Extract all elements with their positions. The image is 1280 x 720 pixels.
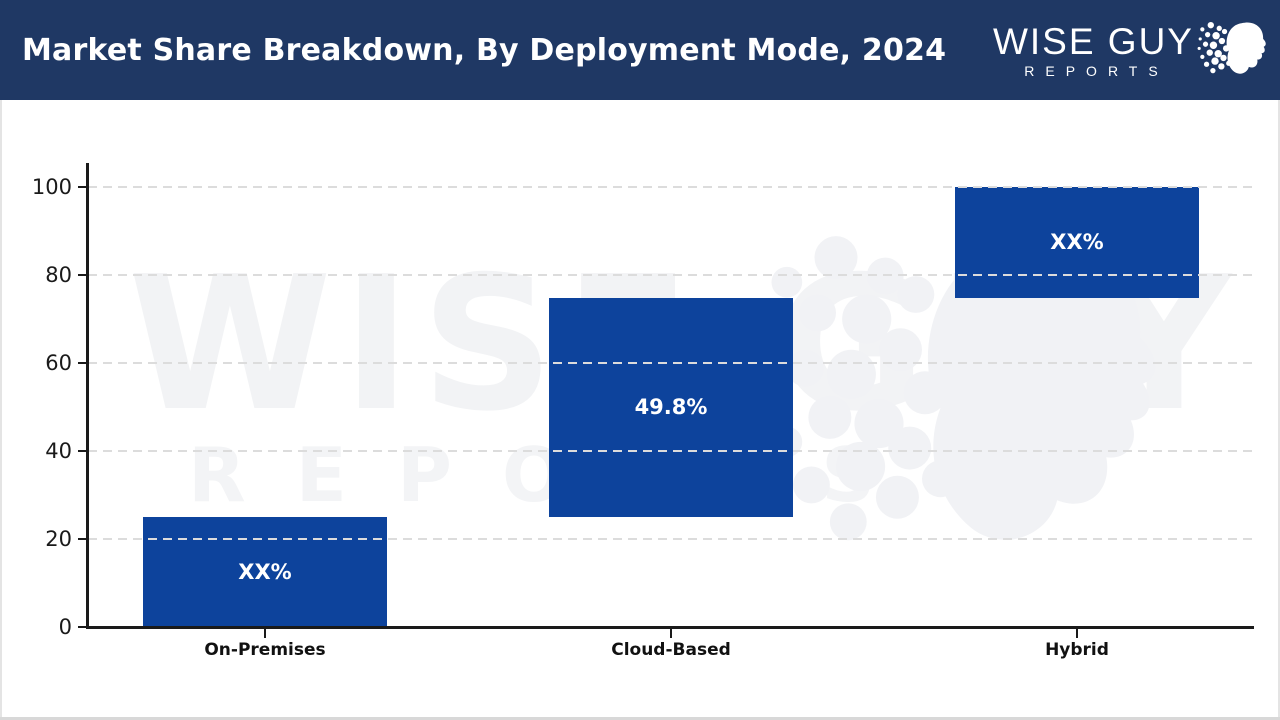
- bar-segment-hybrid: [955, 187, 1199, 298]
- y-tick-label: 100: [31, 175, 72, 199]
- gridline-20: [88, 538, 1254, 540]
- bar-value-label: 49.8%: [634, 395, 708, 420]
- y-axis-line: [86, 163, 89, 629]
- bar-segment-cloud-based: [549, 297, 793, 517]
- bar-value-label: XX%: [238, 560, 292, 584]
- bar-segment-on-premises: [143, 517, 387, 627]
- x-tick-mark: [670, 629, 672, 638]
- x-tick-mark: [264, 629, 266, 638]
- y-tick-label: 80: [45, 263, 72, 287]
- gridline-100: [88, 186, 1254, 188]
- y-tick-label: 40: [45, 439, 72, 463]
- y-tick-mark: [78, 538, 86, 540]
- y-tick-mark: [78, 274, 86, 276]
- wiseguy-face-icon: [1197, 21, 1266, 74]
- y-tick-mark: [78, 362, 86, 364]
- x-axis-label-hybrid: Hybrid: [1045, 640, 1109, 660]
- bar-value-label: XX%: [1050, 230, 1104, 255]
- y-tick-label: 20: [45, 527, 72, 551]
- x-tick-mark: [1076, 629, 1078, 638]
- gridline-40: [88, 450, 1254, 452]
- x-axis-line: [86, 626, 1254, 629]
- header-bar: Market Share Breakdown, By Deployment Mo…: [0, 0, 1280, 100]
- logo-reports-label: REPORTS: [1024, 62, 1169, 79]
- page-title: Market Share Breakdown, By Deployment Mo…: [22, 32, 947, 68]
- gridline-80: [88, 274, 1254, 276]
- wiseguy-logo: WISE GUY REPORTS: [993, 7, 1270, 93]
- y-tick-label: 0: [58, 615, 72, 639]
- gridline-60: [88, 362, 1254, 364]
- logo-wiseguy-label: WISE GUY: [992, 20, 1194, 62]
- y-tick-mark: [78, 626, 86, 628]
- y-tick-mark: [78, 450, 86, 452]
- y-tick-mark: [78, 186, 86, 188]
- x-axis-label-on-premises: On-Premises: [204, 640, 326, 660]
- y-tick-label: 60: [45, 351, 72, 375]
- wiseguy-logo-text: WISE GUY REPORTS: [993, 23, 1194, 78]
- x-axis-label-cloud-based: Cloud-Based: [611, 640, 731, 660]
